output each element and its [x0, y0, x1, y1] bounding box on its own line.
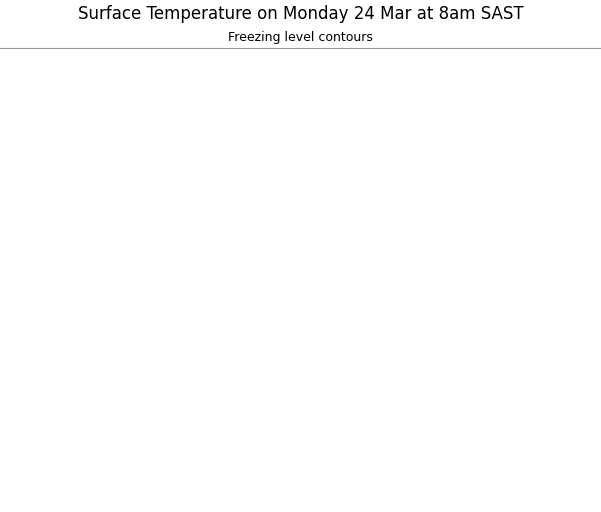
Text: Freezing level contours: Freezing level contours — [228, 31, 373, 45]
Text: Surface Temperature on Monday 24 Mar at 8am SAST: Surface Temperature on Monday 24 Mar at … — [78, 5, 523, 23]
